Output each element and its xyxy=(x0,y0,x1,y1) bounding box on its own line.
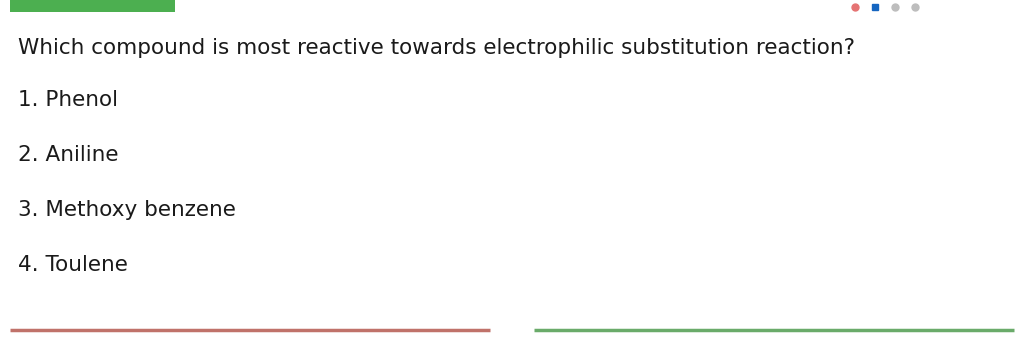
FancyBboxPatch shape xyxy=(10,0,175,12)
Text: Which compound is most reactive towards electrophilic substitution reaction?: Which compound is most reactive towards … xyxy=(18,38,855,58)
Text: 3. Methoxy benzene: 3. Methoxy benzene xyxy=(18,200,236,220)
Text: 2. Aniline: 2. Aniline xyxy=(18,145,119,165)
Text: 4. Toulene: 4. Toulene xyxy=(18,255,128,275)
Text: 1. Phenol: 1. Phenol xyxy=(18,90,118,110)
Text: PROFICIENT: PROFICIENT xyxy=(53,0,132,3)
